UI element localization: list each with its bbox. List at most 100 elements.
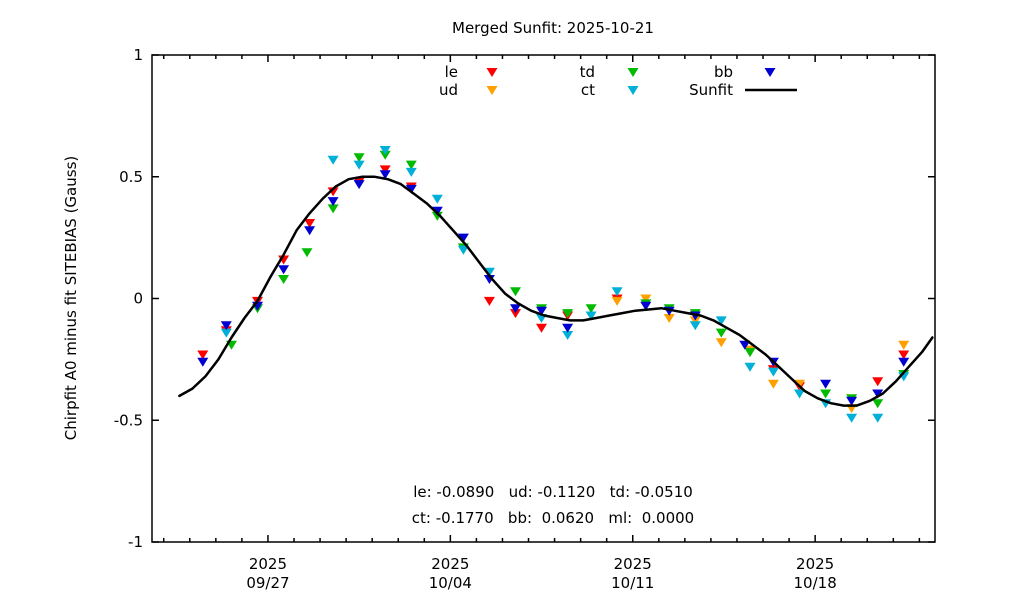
marker-ct [405, 167, 417, 177]
marker-bb [562, 323, 574, 333]
legend-marker-le-icon [486, 68, 498, 77]
plot-border [151, 54, 936, 543]
y-tick-label: 1 [133, 46, 143, 64]
marker-ct [562, 331, 574, 340]
legend-label-le: le [445, 63, 458, 81]
marker-bb [510, 304, 521, 314]
x-tick-label-date: 10/04 [429, 574, 472, 592]
marker-bb [536, 306, 547, 316]
marker-ct [353, 160, 365, 170]
fit-stats: le: -0.0890 ud: -0.1120 td: -0.0510 ct: … [412, 483, 694, 527]
chart-title: Merged Sunfit: 2025-10-21 [452, 19, 654, 37]
y-tick-label: -1 [128, 533, 143, 551]
marker-td [278, 275, 290, 284]
marker-td [301, 248, 313, 258]
legend-label-ud: ud [439, 81, 458, 99]
marker-ud [640, 294, 652, 304]
legend-label-ct: ct [581, 81, 595, 99]
marker-bb [640, 301, 652, 311]
marker-ct [767, 367, 779, 377]
marker-td [353, 153, 365, 163]
marker-le [872, 377, 884, 387]
x-tick-label-year: 2025 [614, 555, 652, 573]
x-tick-label-year: 2025 [431, 555, 469, 573]
marker-ct [872, 413, 884, 423]
marker-bb [739, 340, 751, 350]
marker-le [197, 350, 209, 360]
marker-le [379, 165, 391, 175]
legend-label-td: td [580, 63, 595, 81]
legend-label-bb: bb [714, 63, 733, 81]
x-tick-label-date: 09/27 [246, 574, 289, 592]
legend-marker-ct-icon [627, 86, 639, 95]
marker-bb [898, 357, 910, 367]
y-axis-title: Chirpfit A0 minus fit SITEBIAS (Gauss) [62, 156, 80, 441]
marker-ud [898, 340, 910, 350]
marker-bb [353, 180, 365, 190]
legend-marker-td-icon [627, 68, 639, 77]
fit-line-Sunfit [178, 175, 934, 407]
marker-ct [220, 328, 232, 338]
marker-le [536, 323, 547, 333]
marker-le [483, 296, 495, 306]
marker-td [562, 309, 574, 319]
x-tick-label-year: 2025 [249, 555, 287, 573]
marker-ct [611, 287, 623, 297]
marker-le [327, 187, 339, 197]
fit-curve [178, 175, 934, 407]
marker-bb [846, 396, 858, 406]
legend: le td bb ud ct Sunfit [439, 63, 797, 99]
marker-td [379, 150, 391, 160]
legend-marker-bb-icon [764, 68, 776, 77]
data-points [197, 146, 910, 423]
marker-td [327, 204, 339, 214]
marker-ud [689, 316, 701, 326]
marker-le [898, 350, 910, 360]
marker-ct [585, 311, 597, 321]
marker-td [431, 211, 443, 221]
fit-stats-line-1: le: -0.0890 ud: -0.1120 td: -0.0510 [413, 483, 693, 501]
marker-ct [457, 245, 469, 255]
marker-ct [431, 194, 443, 204]
marker-bb [872, 389, 884, 399]
legend-label-sunfit: Sunfit [689, 81, 733, 99]
marker-ud [715, 338, 727, 348]
marker-ud [663, 314, 675, 323]
marker-td [405, 160, 417, 170]
marker-td [585, 304, 597, 314]
marker-ud [611, 296, 623, 306]
y-tick-label: 0.5 [119, 168, 143, 186]
marker-bb [405, 184, 417, 194]
fit-stats-line-2: ct: -0.1770 bb: 0.0620 ml: 0.0000 [412, 509, 694, 527]
marker-ct [689, 321, 701, 331]
marker-bb [220, 321, 232, 331]
y-tick-label: -0.5 [114, 411, 143, 429]
legend-marker-ud-icon [486, 86, 498, 95]
marker-ct [715, 316, 727, 326]
marker-bb [278, 265, 290, 275]
marker-ct [794, 389, 805, 399]
x-tick-label-date: 10/11 [611, 574, 654, 592]
y-tick-label: 0 [133, 290, 143, 308]
marker-ct [379, 146, 391, 155]
marker-bb [327, 197, 339, 207]
x-tick-label-date: 10/18 [794, 574, 837, 592]
marker-bb [820, 379, 832, 389]
x-tick-label-year: 2025 [796, 555, 834, 573]
marker-bb [379, 170, 391, 180]
marker-ct [327, 155, 339, 165]
marker-td [510, 287, 521, 297]
marker-td [820, 389, 832, 399]
marker-bb [197, 357, 209, 367]
marker-bb [304, 226, 316, 236]
marker-td [872, 399, 884, 409]
marker-bb [457, 233, 469, 243]
marker-ct [744, 362, 756, 372]
marker-td [744, 348, 756, 358]
marker-td [715, 328, 727, 338]
marker-le [304, 219, 316, 228]
marker-ct [846, 413, 858, 423]
axis-tick-labels: 10.50-0.5-1202509/27202510/04202510/1120… [114, 46, 837, 592]
marker-ud [767, 379, 779, 389]
